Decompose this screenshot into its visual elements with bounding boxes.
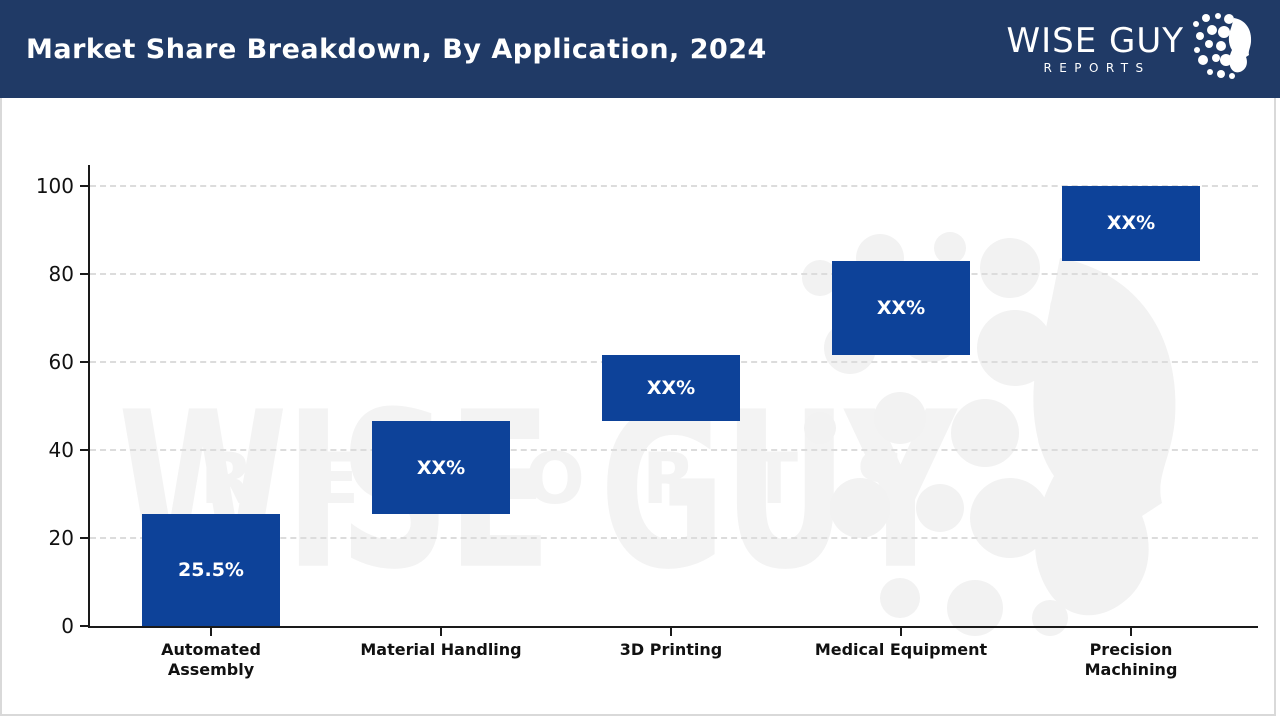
grid-line <box>90 449 1258 451</box>
y-tick-label: 80 <box>48 262 74 286</box>
y-tick-label: 60 <box>48 350 74 374</box>
y-tick-label: 40 <box>48 438 74 462</box>
plot-watermark-reports: REPORTS <box>200 438 964 520</box>
bar-value-label: 25.5% <box>178 558 244 581</box>
bar: XX% <box>372 421 510 514</box>
y-tick-mark <box>80 273 88 275</box>
bar: 25.5% <box>142 513 280 626</box>
wiseguy-face-logo-icon <box>1193 13 1252 79</box>
bar-value-label: XX% <box>646 377 696 400</box>
y-tick-label: 0 <box>61 614 74 638</box>
chart-area: WISE GUY REPORTS 0 20 40 60 80 100 25.5% Automa… <box>0 98 1280 720</box>
y-tick-mark <box>80 185 88 187</box>
page-title: Market Share Breakdown, By Application, … <box>26 33 767 65</box>
y-tick-mark <box>80 537 88 539</box>
y-axis-line <box>88 165 90 628</box>
brand-logo: WISE GUY REPORTS <box>1006 10 1254 88</box>
y-tick-mark <box>80 361 88 363</box>
y-tick-label: 20 <box>48 526 74 550</box>
x-tick-label: Medical Equipment <box>814 640 988 659</box>
x-tick-label: Precision Machining <box>1084 640 1178 679</box>
x-tick-mark <box>670 628 672 636</box>
x-tick-label: Material Handling <box>360 640 522 659</box>
grid-line <box>90 273 1258 275</box>
x-axis-line <box>88 626 1258 628</box>
plot-watermark-face-icon <box>802 232 1176 636</box>
grid-line <box>90 185 1258 187</box>
x-tick-mark <box>210 628 212 636</box>
bar: XX% <box>832 260 970 356</box>
y-tick-label: 100 <box>35 174 74 198</box>
bar-value-label: XX% <box>876 297 926 320</box>
y-tick-mark <box>80 625 88 627</box>
bar-value-label: XX% <box>416 456 466 479</box>
grid-line <box>90 537 1258 539</box>
bar-value-label: XX% <box>1106 212 1156 235</box>
y-tick-mark <box>80 449 88 451</box>
x-tick-mark <box>1130 628 1132 636</box>
wiseguy-reports-label: REPORTS <box>1043 61 1151 75</box>
x-tick-mark <box>900 628 902 636</box>
x-tick-label: 3D Printing <box>619 640 723 659</box>
wiseguy-wordmark-text: WISE GUY <box>1006 21 1184 61</box>
app-header: Market Share Breakdown, By Application, … <box>0 0 1280 98</box>
bar: XX% <box>602 355 740 422</box>
bar: XX% <box>1062 186 1200 261</box>
x-tick-label: Automated Assembly <box>161 640 261 679</box>
wiseguy-wordmark: WISE GUY REPORTS <box>1006 24 1184 74</box>
x-tick-mark <box>440 628 442 636</box>
